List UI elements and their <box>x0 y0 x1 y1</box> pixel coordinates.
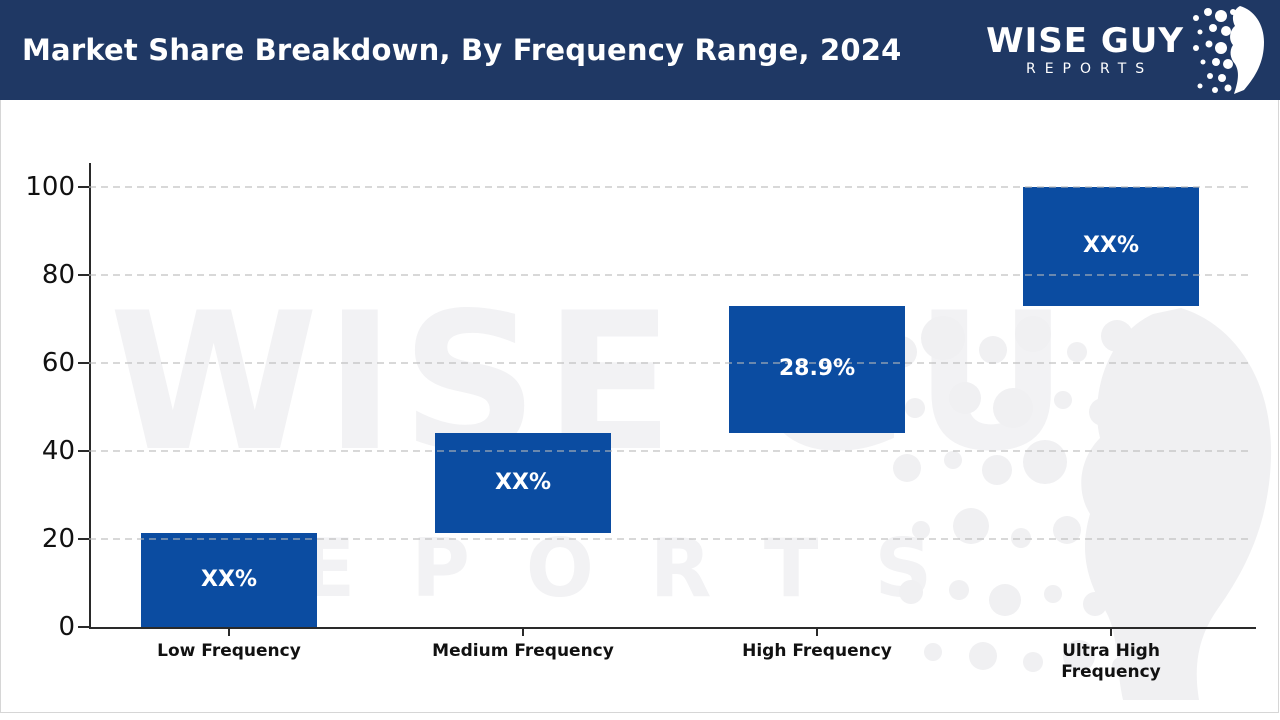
chart-title: Market Share Breakdown, By Frequency Ran… <box>22 33 902 67</box>
brand-subtitle: REPORTS <box>1025 61 1154 77</box>
brand-logo-text: WISE GUY REPORTS <box>986 23 1184 77</box>
brand-name: WISE GUY <box>986 21 1184 61</box>
header-bar: Market Share Breakdown, By Frequency Ran… <box>0 0 1280 100</box>
watermark-subtext: REPORTS <box>183 522 989 615</box>
watermark-face-icon <box>885 308 1272 700</box>
chart-card: WISE GU REPORTS <box>0 100 1279 713</box>
brand-logo: WISE GUY REPORTS <box>986 4 1280 96</box>
brand-face-icon <box>1193 6 1264 94</box>
